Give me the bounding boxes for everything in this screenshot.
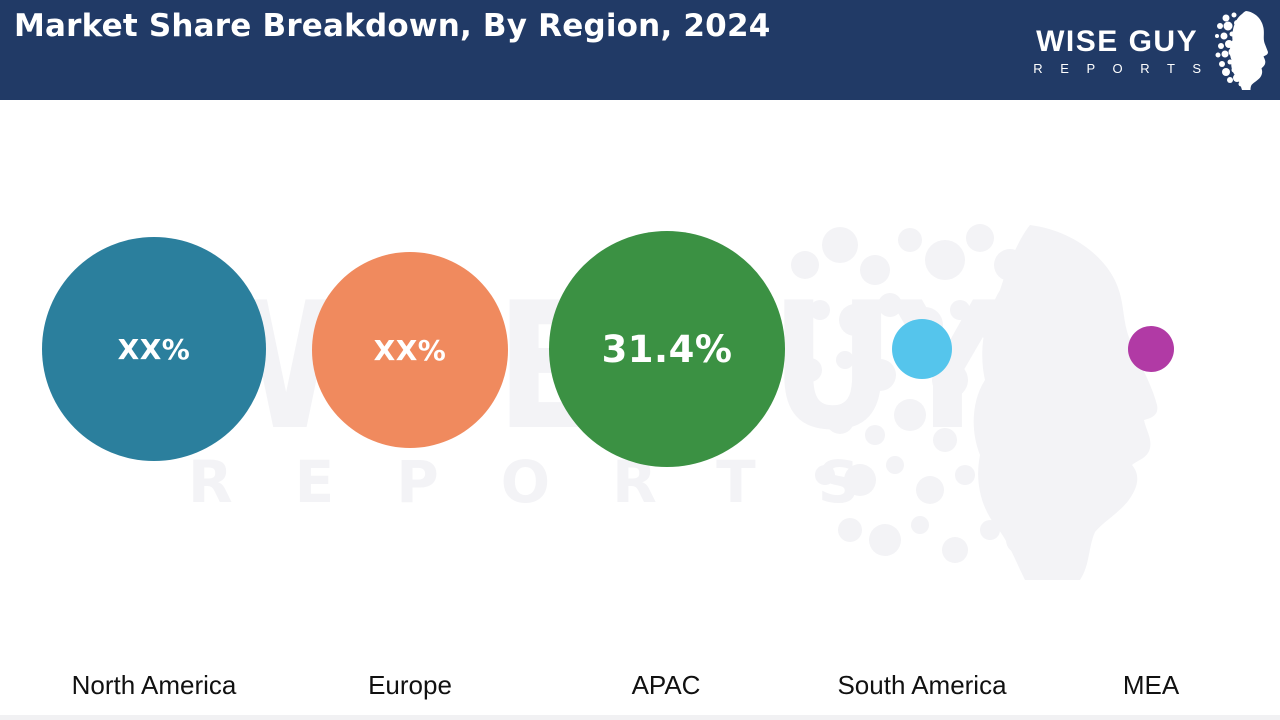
category-label-apac: APAC (631, 670, 701, 700)
brand-logo-text: WISE GUY R E P O R T S (1026, 25, 1208, 76)
category-label-europe: Europe (368, 670, 452, 700)
brand-logo: WISE GUY R E P O R T S (1026, 8, 1268, 92)
category-label-north-america: North America (71, 670, 237, 700)
header-bar: Market Share Breakdown, By Region, 2024 … (0, 0, 1280, 100)
bubble-chart: WISE GUY REPORTS XX% X (0, 100, 1280, 720)
bubble-europe: XX% (312, 252, 508, 448)
bubble-north-america: XX% (42, 237, 266, 461)
bottom-divider (0, 715, 1280, 720)
watermark-reports-text: REPORTS (188, 448, 922, 516)
brand-tagline: R E P O R T S (1033, 60, 1208, 76)
bubble-mea (1128, 326, 1174, 372)
category-label-south-america: South America (837, 670, 1007, 700)
page-title: Market Share Breakdown, By Region, 2024 (14, 8, 771, 44)
bubble-value-north-america: XX% (117, 332, 191, 366)
bubble-apac: 31.4% (549, 231, 785, 467)
bubble-south-america (892, 319, 952, 379)
bubble-value-europe: XX% (373, 333, 447, 367)
wiseguy-head-icon (1215, 11, 1268, 90)
bubble-value-apac: 31.4% (601, 327, 733, 371)
brand-name: WISE GUY (1036, 24, 1199, 58)
category-label-mea: MEA (1122, 670, 1180, 700)
watermark-head-illustration (791, 224, 1158, 580)
